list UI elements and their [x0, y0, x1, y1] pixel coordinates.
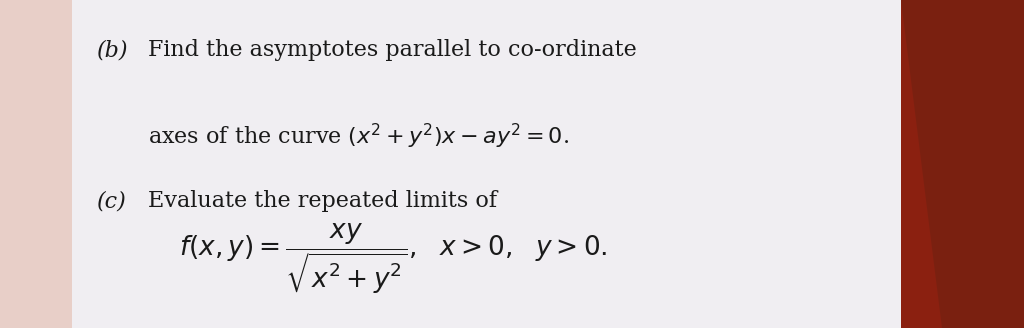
Polygon shape — [72, 0, 901, 328]
Text: Find the asymptotes parallel to co-ordinate: Find the asymptotes parallel to co-ordin… — [148, 39, 637, 61]
Text: Evaluate the repeated limits of: Evaluate the repeated limits of — [148, 190, 498, 212]
Polygon shape — [901, 0, 1024, 328]
Polygon shape — [0, 0, 72, 328]
Polygon shape — [901, 0, 1024, 328]
Text: $f(x,y)=\dfrac{xy}{\sqrt{x^2+y^2}},\ \ x>0,\ \ y>0.$: $f(x,y)=\dfrac{xy}{\sqrt{x^2+y^2}},\ \ x… — [179, 221, 607, 295]
Text: (c): (c) — [97, 190, 127, 212]
Text: (b): (b) — [97, 39, 129, 61]
Text: axes of the curve $(x^2+y^2)x-ay^2=0$.: axes of the curve $(x^2+y^2)x-ay^2=0$. — [148, 121, 569, 151]
